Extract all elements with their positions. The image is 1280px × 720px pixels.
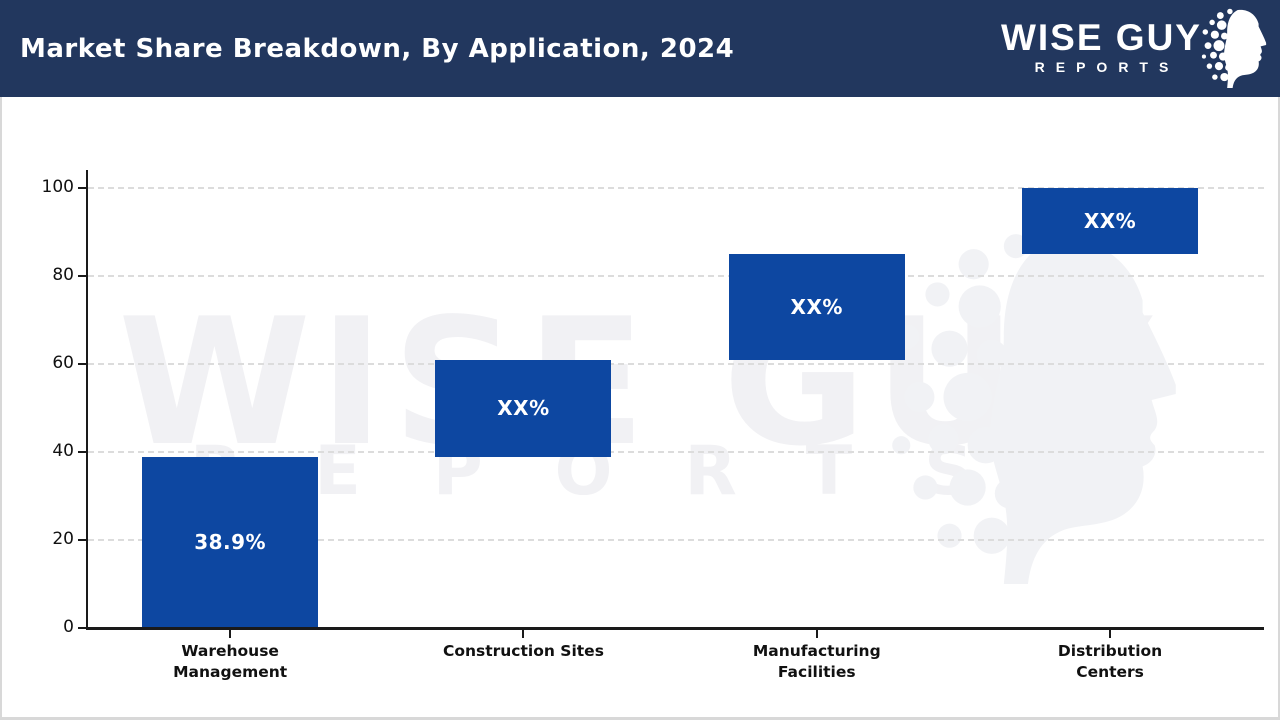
bar-construction-sites: XX% [435, 359, 612, 457]
bar-value-label: XX% [1083, 209, 1137, 233]
x-axis-category-label: Construction Sites [442, 642, 604, 660]
y-axis-tick [78, 539, 86, 541]
y-axis-tick [78, 275, 86, 277]
x-axis-line [86, 627, 1264, 630]
y-axis-tick-label: 80 [52, 265, 74, 285]
gridline-60 [88, 363, 1264, 365]
logo-subtext: REPORTS [1034, 59, 1180, 75]
x-axis-tick [815, 630, 818, 638]
y-axis-tick [78, 451, 86, 453]
y-axis-tick-label: 0 [63, 617, 74, 637]
y-axis-tick-label: 20 [52, 529, 74, 549]
x-axis-tick [522, 630, 525, 638]
y-axis-tick-label: 40 [52, 441, 74, 461]
header-bar: Market Share Breakdown, By Application, … [0, 0, 1280, 97]
y-axis-tick-label: 60 [52, 353, 74, 373]
bar-distribution-centers: XX% [1022, 188, 1199, 254]
y-axis-tick-label: 100 [41, 177, 74, 197]
x-axis-tick [229, 630, 232, 638]
gridline-100 [88, 187, 1264, 189]
bar-value-label: XX% [790, 294, 843, 319]
bar-value-label: 38.9% [194, 530, 267, 555]
wiseguy-head-icon [1198, 6, 1270, 88]
bar-value-label: XX% [497, 396, 550, 421]
x-axis-category-label: Manufacturing Facilities [752, 642, 881, 681]
logo-wordmark: WISE GUY [1000, 17, 1202, 58]
x-axis-category-label: Distribution Centers [1057, 642, 1163, 681]
bar-warehouse-management: 38.9% [142, 456, 319, 628]
gridline-20 [88, 539, 1264, 541]
bar-manufacturing-facilities: XX% [728, 254, 905, 360]
wiseguy-logo: WISE GUY REPORTS [1001, 6, 1270, 88]
y-axis-tick [78, 627, 86, 629]
y-axis-tick [78, 187, 86, 189]
gridline-80 [88, 275, 1264, 277]
x-axis-category-label: Warehouse Management [173, 642, 288, 681]
wiseguy-logo-text: WISE GUY REPORTS [1001, 18, 1202, 76]
page-title: Market Share Breakdown, By Application, … [20, 33, 735, 64]
x-axis-tick [1109, 630, 1112, 638]
gridline-40 [88, 451, 1264, 453]
y-axis-tick [78, 363, 86, 365]
y-axis-line [86, 170, 88, 628]
